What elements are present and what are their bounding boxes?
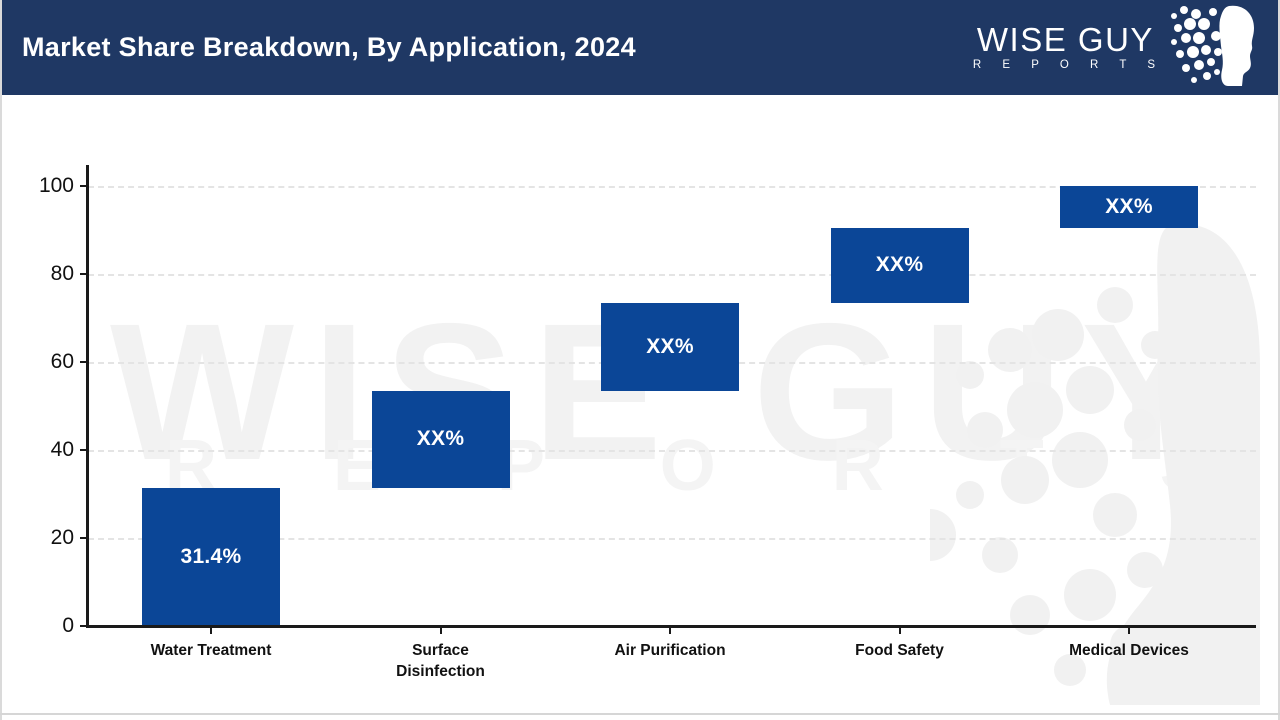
y-tick-label: 80 <box>18 262 74 286</box>
x-tick-mark <box>669 627 671 634</box>
y-tick-label: 20 <box>18 526 74 550</box>
bar-value-label: 31.4% <box>180 545 241 569</box>
page-title: Market Share Breakdown, By Application, … <box>22 32 636 63</box>
x-tick-mark <box>210 627 212 634</box>
x-category-label: Air Purification <box>575 640 765 661</box>
bar: 31.4% <box>142 488 280 626</box>
chart-area: WISE GUY R E P O R T S 02040608010031.4%… <box>0 95 1280 720</box>
brand-subtitle: R E P O R T S <box>973 60 1164 72</box>
bar-value-label: XX% <box>1105 195 1153 219</box>
x-tick-mark <box>1128 627 1130 634</box>
bar: XX% <box>1060 186 1198 228</box>
brand-logo: WISE GUY R E P O R T S <box>967 2 1258 93</box>
x-tick-mark <box>899 627 901 634</box>
gridline <box>88 450 1256 452</box>
watermark-head-icon <box>930 165 1260 710</box>
bar: XX% <box>831 228 969 303</box>
bar-value-label: XX% <box>876 253 924 277</box>
y-tick-label: 60 <box>18 350 74 374</box>
frame-edge-left <box>0 0 2 720</box>
brand-name: WISE GUY <box>977 23 1154 56</box>
y-axis <box>86 165 89 628</box>
bar: XX% <box>372 391 510 488</box>
x-category-label: Medical Devices <box>1034 640 1224 661</box>
x-category-label: SurfaceDisinfection <box>346 640 536 682</box>
x-tick-mark <box>440 627 442 634</box>
x-axis <box>86 625 1256 628</box>
brand-text: WISE GUY R E P O R T S <box>967 23 1164 72</box>
y-tick-label: 0 <box>18 614 74 638</box>
wiseguy-head-icon <box>1166 2 1258 93</box>
frame-edge-bottom <box>0 713 1280 715</box>
bar-value-label: XX% <box>417 427 465 451</box>
header: Market Share Breakdown, By Application, … <box>0 0 1280 95</box>
bar: XX% <box>601 303 739 391</box>
x-category-label: Food Safety <box>805 640 995 661</box>
gridline <box>88 274 1256 276</box>
y-tick-label: 40 <box>18 438 74 462</box>
x-category-label: Water Treatment <box>116 640 306 661</box>
bar-value-label: XX% <box>646 335 694 359</box>
y-tick-label: 100 <box>18 174 74 198</box>
